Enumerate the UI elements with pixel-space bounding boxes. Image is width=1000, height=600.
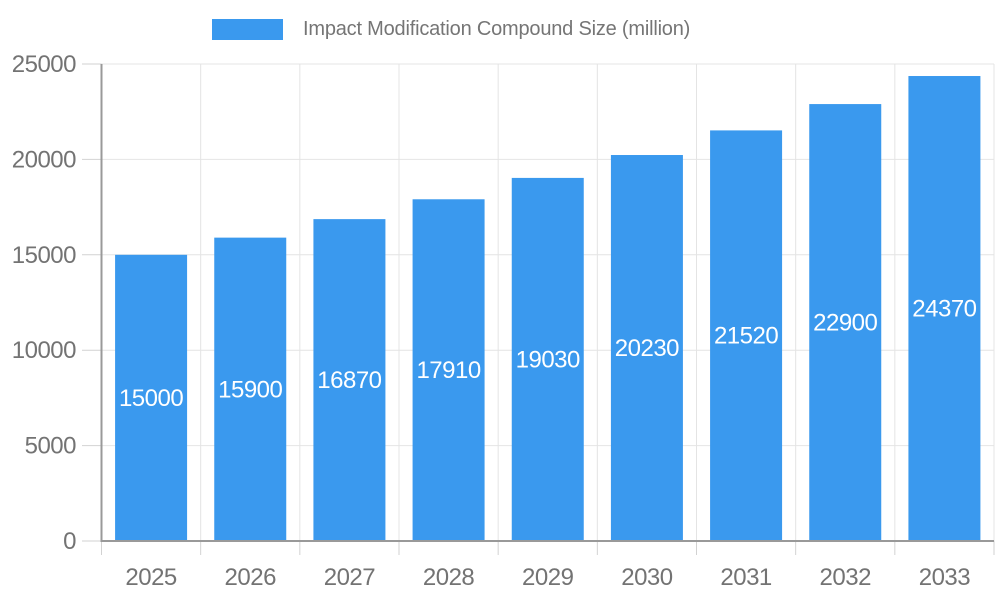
x-axis-tick-label: 2028 <box>423 564 475 591</box>
bar-2025 <box>115 254 188 542</box>
x-axis-tick-label: 2025 <box>125 564 177 591</box>
x-axis-tick-label: 2031 <box>720 564 772 591</box>
y-axis-tick-label: 0 <box>63 528 76 555</box>
bar-2029 <box>511 177 584 541</box>
legend-swatch[interactable] <box>212 19 283 40</box>
bar-2027 <box>313 219 386 541</box>
bar-value-label: 22900 <box>813 310 877 337</box>
legend: Impact Modification Compound Size (milli… <box>212 18 690 41</box>
bar-value-label: 16870 <box>317 367 381 394</box>
y-axis-tick-label: 15000 <box>12 242 76 269</box>
bar-value-label: 24370 <box>912 296 976 323</box>
y-axis-tick-label: 10000 <box>12 337 76 364</box>
x-axis-tick-label: 2032 <box>820 564 872 591</box>
x-axis-tick-label: 2027 <box>324 564 376 591</box>
bar-value-label: 17910 <box>416 357 480 384</box>
x-axis-tick-label: 2030 <box>621 564 673 591</box>
x-axis-tick-label: 2033 <box>919 564 971 591</box>
bar-value-label: 20230 <box>615 335 679 362</box>
bar-value-label: 21520 <box>714 323 778 350</box>
bar-2028 <box>412 199 485 541</box>
x-axis-tick-label: 2026 <box>225 564 277 591</box>
bar-2030 <box>610 155 683 541</box>
y-axis-tick-label: 25000 <box>12 51 76 78</box>
bar-value-label: 19030 <box>516 346 580 373</box>
y-axis-tick-label: 5000 <box>25 433 77 460</box>
bar-value-label: 15000 <box>119 385 183 412</box>
bar-2026 <box>214 237 287 542</box>
bar-value-label: 15900 <box>218 376 282 403</box>
x-axis-tick-label: 2029 <box>522 564 574 591</box>
bar-2032 <box>809 104 882 542</box>
bar-2033 <box>908 76 981 542</box>
y-axis-tick-label: 20000 <box>12 146 76 173</box>
legend-label[interactable]: Impact Modification Compound Size (milli… <box>303 18 691 40</box>
bar-2031 <box>710 130 783 541</box>
